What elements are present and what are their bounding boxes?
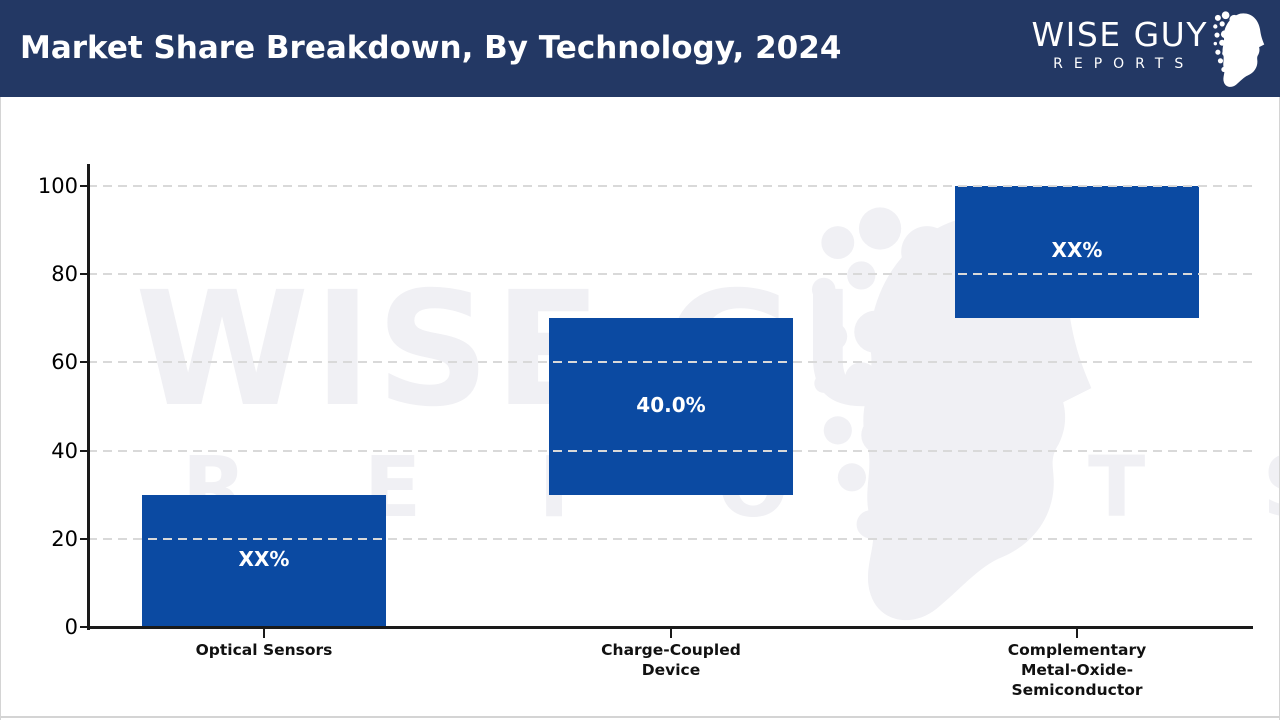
bar-1 (142, 494, 386, 627)
y-axis-tick-mark (80, 273, 88, 276)
y-axis-tick-mark (80, 449, 88, 452)
header-bar: Market Share Breakdown, By Technology, 2… (0, 0, 1280, 97)
x-axis-tick-mark (670, 629, 672, 638)
gridline-40 (88, 449, 1253, 452)
gridline-80 (88, 273, 1253, 276)
x-axis (87, 626, 1253, 629)
y-axis-tick-mark (80, 185, 88, 187)
bar-value-label: XX% (1051, 238, 1103, 263)
logo-head-icon (1211, 11, 1266, 90)
y-axis-tick-label: 40 (51, 438, 78, 463)
category-label: Optical Sensors (195, 641, 333, 659)
wise-guy-reports-logo: WISE GUY REPORTS (1018, 7, 1270, 91)
y-axis-tick-label: 0 (64, 615, 78, 639)
page-title: Market Share Breakdown, By Technology, 2… (20, 30, 842, 66)
logo-text: WISE GUY REPORTS (1031, 15, 1208, 73)
y-axis-tick-label: 100 (37, 174, 78, 198)
logo-wiseguy-label: WISE GUY (1031, 15, 1208, 54)
gridline-100 (88, 185, 1253, 187)
x-axis-tick-mark (263, 629, 265, 638)
y-axis-tick-label: 60 (51, 350, 78, 375)
category-label: Charge-Coupled Device (601, 641, 741, 679)
gridline-20 (88, 537, 1253, 540)
y-axis-tick-label: 20 (51, 526, 78, 551)
x-axis-tick-mark (1076, 629, 1078, 638)
y-axis-tick-mark (80, 626, 88, 628)
y-axis-tick-label: 80 (51, 262, 78, 287)
bar-value-label: XX% (238, 546, 290, 571)
bar-value-label: 40.0% (636, 392, 706, 417)
y-axis-tick-mark (80, 361, 88, 364)
page-border-left (0, 97, 1, 720)
gridline-60 (88, 361, 1253, 364)
bar-3 (955, 186, 1199, 319)
y-axis-tick-mark (80, 537, 88, 540)
category-label: Complementary Metal-Oxide- Semiconductor (1007, 641, 1147, 699)
logo-reports-label: REPORTS (1053, 56, 1195, 72)
bar-2 (549, 318, 793, 495)
y-axis (87, 164, 90, 630)
page-border-bottom (0, 716, 1280, 718)
